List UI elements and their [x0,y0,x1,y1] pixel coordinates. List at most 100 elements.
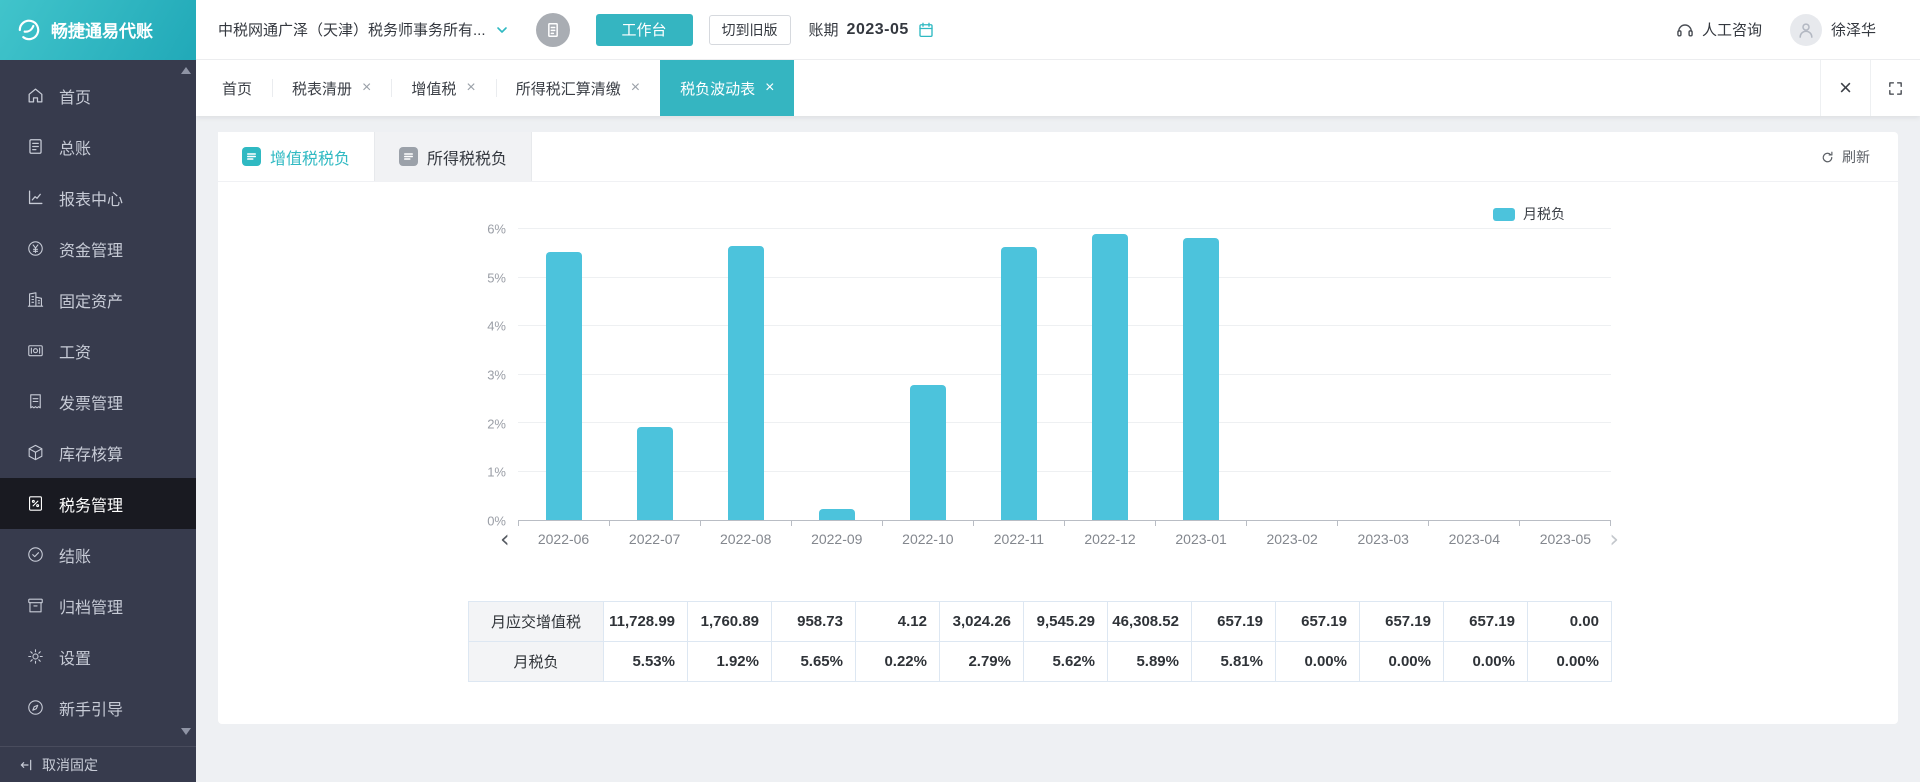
x-axis-label: 2022-06 [537,531,590,547]
switch-old-version-button[interactable]: 切到旧版 [708,14,791,45]
axis-tick [1246,520,1247,526]
table-cell: 657.19 [1443,601,1528,642]
support-link[interactable]: 人工咨询 [1675,19,1762,40]
axis-tick [973,520,974,526]
sidebar-item-label: 发票管理 [59,395,124,413]
sidebar-item-beginner-guide[interactable]: 新手引导 [0,682,196,733]
bar-slot [1156,229,1247,520]
chart-x-labels: 2022-06 2022-07 2022-08 2022-09 2022-10 2022-… [518,531,1611,547]
sidebar-item-closing[interactable]: 结账 [0,529,196,580]
subtab-label: 增值税税负 [270,150,351,168]
chart-prev-icon[interactable]: ‹ [500,525,510,553]
x-axis-label: 2022-12 [1084,531,1136,547]
guide-icon [26,698,45,717]
tab-income-tax-settlement[interactable]: 所得税汇算清缴 × [495,60,660,116]
sidebar-item-payroll[interactable]: 工资 [0,325,196,376]
tab-vat[interactable]: 增值税 × [391,60,495,116]
unpin-label: 取消固定 [42,756,98,773]
bar-2022-12[interactable] [1092,234,1128,520]
x-axis-label: 2023-04 [1448,531,1501,547]
sidebar-item-invoice-management[interactable]: 发票管理 [0,376,196,427]
table-cell: 0.00 [1527,601,1612,642]
y-axis-label: 5% [487,270,506,286]
period-label: 账期 [808,22,839,39]
workbench-button[interactable]: 工作台 [595,13,693,46]
x-axis-label: 2023-01 [1175,531,1227,547]
bar-2022-08[interactable] [727,245,764,520]
tab-home[interactable]: 首页 [202,60,272,116]
tax-icon [26,494,45,513]
bar-2022-06[interactable] [545,251,582,520]
sidebar-item-tax-management[interactable]: 税务管理 [0,478,196,529]
bar-2022-09[interactable] [818,509,855,520]
sidebar-scroll-down-icon[interactable] [179,726,193,738]
sidebar-item-report-center[interactable]: 报表中心 [0,172,196,223]
chart-grid: 0% 1% 2% 3% 4% 5% 6% ‹ 2022-06 2022-07 2022-08 20… [468,222,1619,552]
company-selector[interactable]: 中税网通广泽（天津）税务师事务所有... [218,19,510,40]
table-cell: 5.65% [771,641,856,682]
accounting-period[interactable]: 账期 2023-05 [809,19,935,40]
bar-slot [518,229,609,520]
chart-next-icon[interactable]: › [1609,525,1619,553]
sidebar-item-fund-management[interactable]: 资金管理 [0,223,196,274]
tab-tax-burden-fluctuation[interactable]: 税负波动表 × [660,60,795,116]
tab-close-icon[interactable]: × [765,79,775,96]
bar-2022-07[interactable] [636,426,673,520]
sidebar-item-general-ledger[interactable]: 总账 [0,121,196,172]
refresh-button[interactable]: 刷新 [1820,147,1870,167]
closing-icon [26,545,45,564]
form-icon [242,147,261,166]
sidebar-item-settings[interactable]: 设置 [0,631,196,682]
tab-label: 首页 [222,80,253,98]
axis-tick [1337,520,1338,526]
fullscreen-icon[interactable] [1870,60,1920,116]
table-cell: 5.62% [1023,641,1108,682]
x-axis-label: 2023-05 [1539,531,1592,547]
bar-slot [1338,229,1429,520]
bar-2023-01[interactable] [1183,238,1220,520]
calendar-icon[interactable] [917,21,935,39]
sidebar-scroll-up-icon[interactable] [179,64,193,76]
table-cell: 0.00% [1443,641,1528,682]
chart-x-axis: ‹ 2022-06 2022-07 2022-08 2022-09 2022-10 202… [500,527,1619,551]
archive-icon [26,596,45,615]
chart-y-axis: 0% 1% 2% 3% 4% 5% 6% [468,222,518,529]
x-axis-label: 2022-10 [902,531,954,547]
row-label: 月税负 [468,641,604,682]
bar-2022-11[interactable] [1000,247,1037,520]
x-axis-label: 2023-02 [1266,531,1318,547]
table-cell: 0.00% [1359,641,1444,682]
bar-2022-10[interactable] [909,384,946,520]
table-cell: 0.00% [1275,641,1360,682]
table-cell: 657.19 [1191,601,1276,642]
person-icon [1796,20,1816,40]
x-axis-label: 2023-03 [1357,531,1409,547]
row-label: 月应交增值税 [468,601,604,642]
subtab-income-tax-burden[interactable]: 所得税税负 [375,132,533,181]
tab-close-icon[interactable]: × [466,79,476,96]
sidebar-item-inventory-accounting[interactable]: 库存核算 [0,427,196,478]
axis-tick [882,520,883,526]
bar-slot [1064,229,1155,520]
sidebar-item-home[interactable]: 首页 [0,70,196,121]
user-menu[interactable]: 徐泽华 [1789,13,1876,46]
y-axis-label: 4% [487,318,506,334]
subtab-vat-tax-burden[interactable]: 增值税税负 [218,132,376,181]
announcement-button[interactable] [535,12,570,47]
tab-close-icon[interactable]: × [362,79,372,96]
sidebar-item-fixed-assets[interactable]: 固定资产 [0,274,196,325]
sidebar: 首页 总账 报表中心 资金管理 固定资产 工资发票管理库存核算 税务管理 结账 归档管理 设置 新手… [0,60,196,782]
tab-label: 税表清册 [292,80,353,98]
close-tab-icon[interactable]: × [1820,60,1870,116]
app-logo[interactable]: 畅捷通易代账 [0,0,196,60]
y-axis-label: 0% [487,513,506,529]
unpin-button[interactable]: 取消固定 [0,746,196,782]
tab-label: 增值税 [411,80,457,98]
support-label: 人工咨询 [1701,22,1762,39]
gridline [518,373,1611,375]
chart-legend[interactable]: 月税负 [468,204,1565,224]
tab-tax-form-register[interactable]: 税表清册 × [272,60,391,116]
sidebar-item-archive-management[interactable]: 归档管理 [0,580,196,631]
bar-slot [973,229,1064,520]
tab-close-icon[interactable]: × [630,79,641,96]
